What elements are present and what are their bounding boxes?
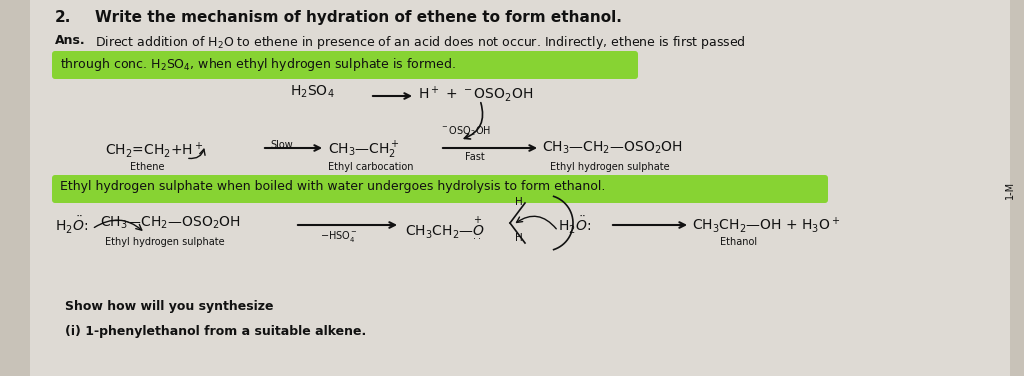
- Text: Write the mechanism of hydration of ethene to form ethanol.: Write the mechanism of hydration of ethe…: [95, 10, 622, 25]
- Text: CH$_3$CH$_2$—OH + H$_3$O$^+$: CH$_3$CH$_2$—OH + H$_3$O$^+$: [692, 215, 841, 235]
- Text: Ethene: Ethene: [130, 162, 165, 172]
- Text: Ethyl hydrogen sulphate: Ethyl hydrogen sulphate: [550, 162, 670, 172]
- Text: CH$_2$=CH$_2$+H$^+$: CH$_2$=CH$_2$+H$^+$: [105, 140, 204, 160]
- Text: 1-M: 1-M: [1005, 181, 1015, 199]
- Text: Direct addition of H$_2$O to ethene in presence of an acid does not occur. Indir: Direct addition of H$_2$O to ethene in p…: [95, 34, 745, 51]
- Text: H: H: [515, 197, 522, 207]
- Text: Slow: Slow: [270, 140, 293, 150]
- Text: Ethyl hydrogen sulphate when boiled with water undergoes hydrolysis to form etha: Ethyl hydrogen sulphate when boiled with…: [60, 180, 605, 193]
- Text: $-$HSO$_4^-$: $-$HSO$_4^-$: [319, 229, 357, 244]
- Text: Fast: Fast: [465, 152, 484, 162]
- Text: Ans.: Ans.: [55, 34, 86, 47]
- Text: CH$_3$—CH$_2$—OSO$_2$OH: CH$_3$—CH$_2$—OSO$_2$OH: [542, 140, 683, 156]
- Text: H$_2$SO$_4$: H$_2$SO$_4$: [290, 84, 335, 100]
- Text: H$_2\ddot{O}$:: H$_2\ddot{O}$:: [55, 215, 88, 236]
- Text: CH$_3$—CH$_2$—OSO$_2$OH: CH$_3$—CH$_2$—OSO$_2$OH: [100, 215, 241, 231]
- Text: through conc. H$_2$SO$_4$, when ethyl hydrogen sulphate is formed.: through conc. H$_2$SO$_4$, when ethyl hy…: [60, 56, 456, 73]
- FancyBboxPatch shape: [52, 175, 828, 203]
- Text: Ethyl hydrogen sulphate: Ethyl hydrogen sulphate: [105, 237, 224, 247]
- Text: H$_2\ddot{O}$:: H$_2\ddot{O}$:: [558, 215, 591, 236]
- Text: $^-$OSO$_2$OH: $^-$OSO$_2$OH: [440, 124, 492, 138]
- Text: (i) 1-phenylethanol from a suitable alkene.: (i) 1-phenylethanol from a suitable alke…: [65, 325, 367, 338]
- Text: 2.: 2.: [55, 10, 72, 25]
- Text: Ethanol: Ethanol: [720, 237, 757, 247]
- FancyBboxPatch shape: [52, 51, 638, 79]
- Text: CH$_3$CH$_2$—$\overset{+}{\underset{..}{O}}$: CH$_3$CH$_2$—$\overset{+}{\underset{..}{…: [406, 215, 485, 243]
- Text: H: H: [515, 233, 522, 243]
- Text: CH$_3$—CH$_2^+$: CH$_3$—CH$_2^+$: [328, 140, 400, 161]
- Text: Ethyl carbocation: Ethyl carbocation: [328, 162, 414, 172]
- Text: H$^+$ + $^-$OSO$_2$OH: H$^+$ + $^-$OSO$_2$OH: [418, 84, 534, 104]
- FancyBboxPatch shape: [30, 0, 1010, 376]
- Text: Show how will you synthesize: Show how will you synthesize: [65, 300, 273, 313]
